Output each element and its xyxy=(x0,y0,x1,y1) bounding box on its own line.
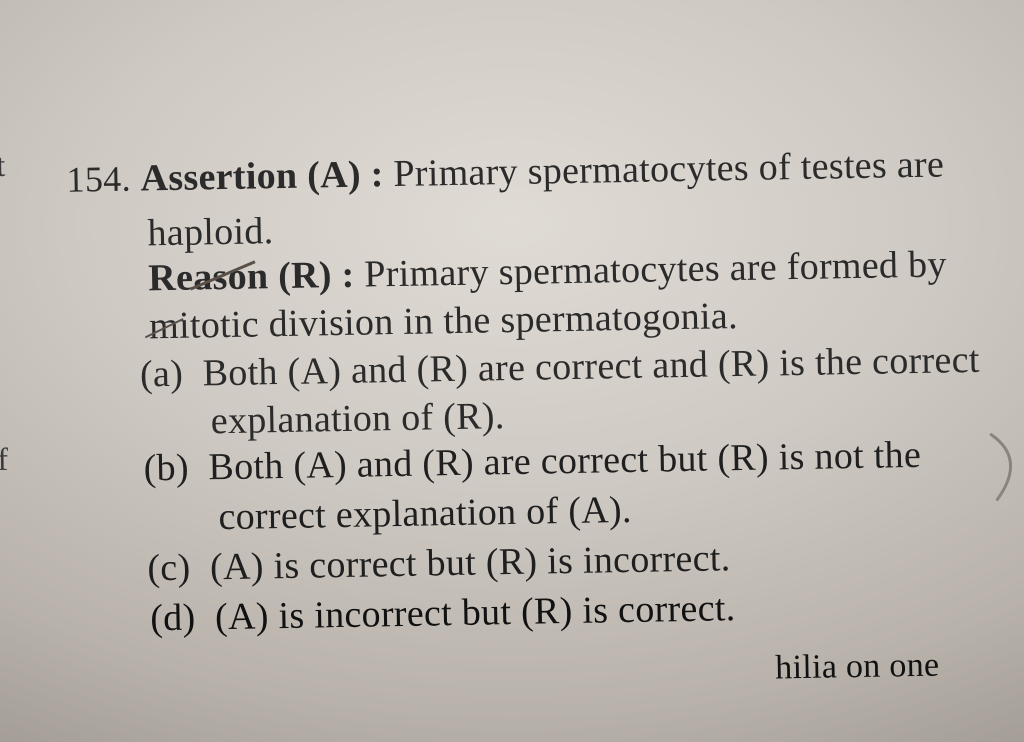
assertion-text-1: Primary spermatocytes of testes are xyxy=(383,143,944,195)
trailing-cutoff-text: hilia on one xyxy=(775,647,940,688)
assertion-label: Assertion (A) : xyxy=(140,153,384,199)
option-a-label: (a) xyxy=(140,352,184,397)
option-d-text: (A) is incorrect but (R) is correct. xyxy=(215,587,736,638)
option-b-text-1: Both (A) and (R) are correct but (R) is … xyxy=(208,434,921,488)
option-d-line: (d) (A) is incorrect but (R) is correct. xyxy=(150,586,736,640)
margin-note-f: f xyxy=(0,441,8,478)
option-c-text: (A) is correct but (R) is incorrect. xyxy=(210,537,731,588)
assertion-line-1: 154. Assertion (A) : Primary spermatocyt… xyxy=(66,142,944,201)
option-c-line: (c) (A) is correct but (R) is incorrect. xyxy=(147,536,731,590)
option-b-line-2: correct explanation of (A). xyxy=(218,488,632,539)
assertion-line-2: haploid. xyxy=(147,209,274,255)
option-d-label: (d) xyxy=(150,596,196,641)
option-c-label: (c) xyxy=(147,546,191,591)
option-b-label: (b) xyxy=(143,446,189,491)
reason-line-2: mitotic division in the spermatogonia. xyxy=(149,294,738,348)
option-a-line-1: (a) Both (A) and (R) are correct and (R)… xyxy=(140,338,980,397)
pen-mark-curve xyxy=(981,429,1024,510)
reason-text-1: Primary spermatocytes are formed by xyxy=(354,243,947,295)
option-a-line-2: explanation of (R). xyxy=(210,394,505,443)
scanned-page: t f 154. Assertion (A) : Primary spermat… xyxy=(0,0,1024,742)
question-block: 154. Assertion (A) : Primary spermatocyt… xyxy=(46,111,1016,128)
margin-note-t: t xyxy=(0,147,5,184)
question-number: 154. xyxy=(66,159,131,200)
option-a-text-1: Both (A) and (R) are correct and (R) is … xyxy=(202,339,980,395)
